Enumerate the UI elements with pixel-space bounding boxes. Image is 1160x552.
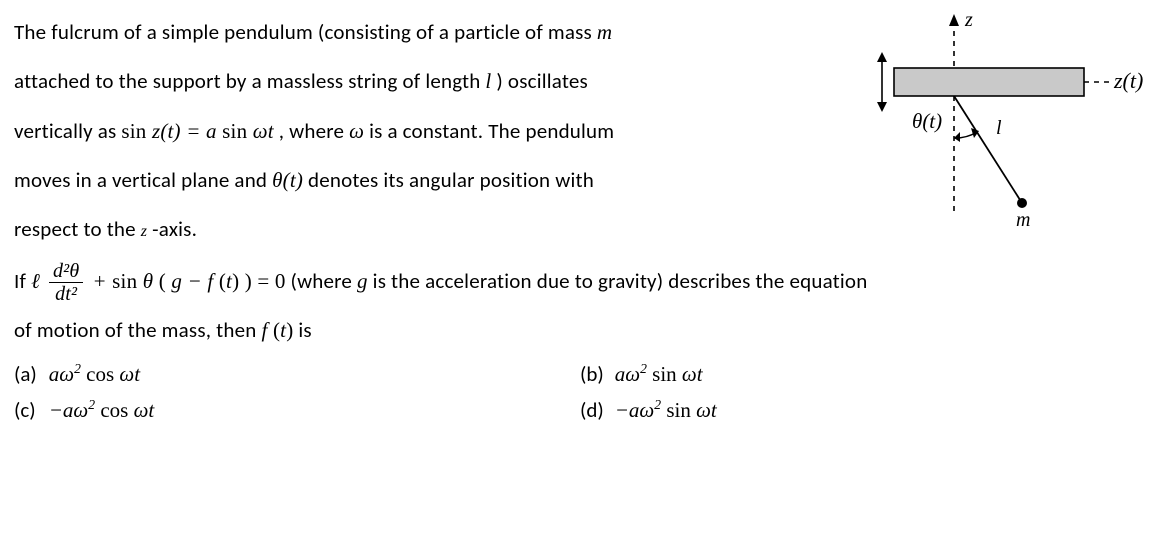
option-label: (d): [580, 397, 610, 423]
problem-line-4: moves in a vertical plane and θ(t) denot…: [14, 156, 774, 205]
equation-rest: + sin θ ( g − f (t) ) = 0: [92, 269, 285, 293]
variable-m: m: [597, 20, 612, 44]
option-label: (a): [14, 361, 44, 387]
mass-label: m: [1016, 209, 1030, 228]
option-value: −aω2 cos ωt: [49, 398, 155, 422]
problem-line-7: of motion of the mass, then f (t) is: [14, 306, 1146, 355]
option-a: (a) aω2 cos ωt: [14, 361, 580, 387]
variable-l: l: [485, 69, 491, 93]
text-segment: of motion of the mass, then: [14, 317, 261, 343]
text-segment: -axis.: [152, 216, 197, 242]
text-segment: attached to the support by a massless st…: [14, 68, 485, 94]
oscillation-arrow-down: [877, 102, 887, 112]
fraction-d2theta-dt2: d²θ dt²: [49, 261, 83, 304]
equation-z: sin z(t) = a sin ωt: [121, 119, 273, 143]
variable-omega: ω: [349, 119, 364, 143]
pendulum-string: [954, 96, 1022, 203]
oscillation-arrow-up: [877, 52, 887, 62]
pendulum-mass: [1017, 198, 1027, 208]
zt-label: z(t): [1113, 68, 1143, 93]
text-segment: If: [14, 268, 31, 294]
text-segment: is the acceleration due to gravity) desc…: [373, 268, 868, 294]
text-segment: The fulcrum of a simple pendulum (consis…: [14, 19, 597, 45]
option-value: −aω2 sin ωt: [615, 398, 717, 422]
variable-g: g: [357, 269, 368, 293]
string-length-label: l: [996, 117, 1002, 139]
problem-text-block: The fulcrum of a simple pendulum (consis…: [14, 8, 774, 255]
fraction-denominator: dt²: [49, 283, 83, 304]
text-segment: , where: [279, 118, 349, 144]
text-segment: (where: [291, 268, 358, 294]
text-segment: denotes its angular position with: [308, 167, 594, 193]
physics-problem-page: The fulcrum of a simple pendulum (consis…: [0, 0, 1160, 552]
option-label: (c): [14, 397, 44, 423]
function-f-t: f (t): [261, 318, 293, 342]
problem-line-2: attached to the support by a massless st…: [14, 57, 774, 106]
option-value: aω2 sin ωt: [615, 362, 703, 386]
text-segment: vertically as: [14, 118, 121, 144]
option-b: (b) aω2 sin ωt: [580, 361, 1146, 387]
problem-line-1: The fulcrum of a simple pendulum (consis…: [14, 8, 774, 57]
text-segment: respect to the: [14, 216, 141, 242]
pendulum-svg: z z(t) m θ(t) l: [784, 8, 1144, 228]
theta-label: θ(t): [912, 109, 942, 133]
z-axis-label: z: [964, 9, 973, 31]
option-c: (c) −aω2 cos ωt: [14, 397, 580, 423]
option-d: (d) −aω2 sin ωt: [580, 397, 1146, 423]
problem-line-5: respect to the z -axis.: [14, 205, 774, 254]
fraction-numerator: d²θ: [49, 261, 83, 283]
text-segment: is: [298, 317, 311, 343]
variable-theta-t: θ(t): [272, 168, 303, 192]
equation-line: If ℓ d²θ dt² + sin θ ( g − f (t) ) = 0 (…: [14, 257, 1144, 306]
z-axis-arrowhead: [949, 14, 959, 26]
option-value: aω2 cos ωt: [49, 362, 140, 386]
answer-options: (a) aω2 cos ωt (b) aω2 sin ωt (c) −aω2 c…: [14, 361, 1146, 423]
text-segment: is a constant. The pendulum: [369, 118, 614, 144]
text-segment: moves in a vertical plane and: [14, 167, 272, 193]
variable-ell: ℓ: [31, 269, 40, 293]
variable-z: z: [141, 223, 147, 240]
pendulum-diagram: z z(t) m θ(t) l: [784, 8, 1144, 228]
angle-arc-arrow-left: [954, 132, 960, 142]
text-segment: ) oscillates: [496, 68, 587, 94]
support-box: [894, 68, 1084, 96]
problem-line-3: vertically as sin z(t) = a sin ωt , wher…: [14, 107, 774, 156]
option-label: (b): [580, 361, 610, 387]
